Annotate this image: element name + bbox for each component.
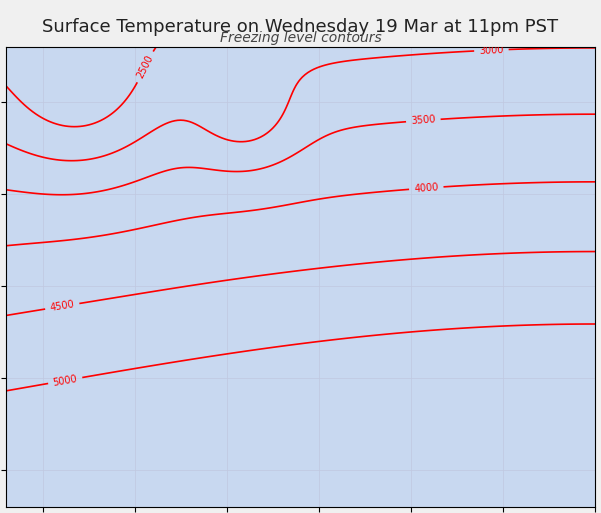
Text: 2500: 2500 bbox=[135, 53, 155, 80]
Text: Freezing level contours: Freezing level contours bbox=[219, 31, 382, 45]
Text: 4500: 4500 bbox=[49, 300, 75, 313]
Text: 3500: 3500 bbox=[410, 114, 436, 126]
Text: Surface Temperature on Wednesday 19 Mar at 11pm PST: Surface Temperature on Wednesday 19 Mar … bbox=[43, 18, 558, 36]
Text: 4000: 4000 bbox=[413, 182, 439, 194]
Text: 3000: 3000 bbox=[479, 45, 504, 56]
Text: 5000: 5000 bbox=[52, 373, 78, 387]
